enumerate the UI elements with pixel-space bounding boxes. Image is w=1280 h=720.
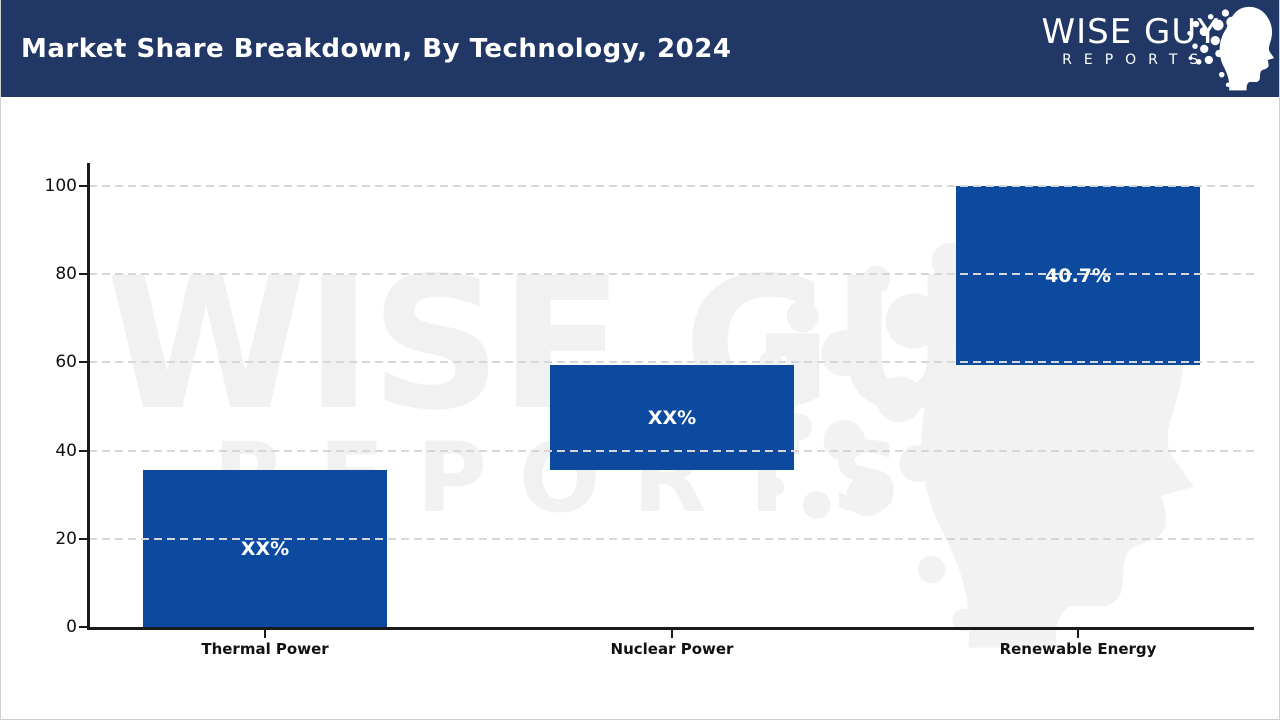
dotted-head-icon: [1187, 6, 1275, 91]
header-bar: Market Share Breakdown, By Technology, 2…: [1, 0, 1279, 97]
y-tick-label: 100: [44, 176, 77, 196]
page-title: Market Share Breakdown, By Technology, 2…: [21, 33, 732, 64]
x-axis-spine: [87, 627, 1254, 630]
brand-logo-subname: REPORTS: [1062, 52, 1211, 69]
y-tick-mark: [79, 361, 88, 364]
y-tick-label: 0: [66, 617, 77, 637]
y-tick-mark: [79, 185, 88, 187]
category-label-thermal-power: Thermal Power: [201, 640, 329, 658]
y-tick-label: 60: [55, 352, 77, 373]
category-label-nuclear-power: Nuclear Power: [610, 640, 734, 658]
x-tick-mark: [1077, 630, 1079, 638]
gridline: [89, 361, 1254, 364]
gridline: [89, 273, 1254, 276]
y-tick-label: 20: [55, 528, 77, 549]
y-tick-mark: [79, 626, 88, 628]
y-tick-mark: [79, 449, 88, 452]
bar-value-label: 40.7%: [1045, 264, 1111, 287]
bar-nuclear-power: [550, 365, 794, 471]
bar-value-label: XX%: [647, 406, 697, 429]
bar-thermal-power: [143, 470, 387, 627]
bar-value-label: XX%: [240, 537, 290, 560]
gridline: [89, 537, 1254, 540]
gridline: [89, 185, 1254, 187]
bar-renewable-energy: [956, 186, 1200, 366]
y-tick-mark: [79, 537, 88, 540]
brand-logo-head: [1184, 5, 1276, 91]
y-tick-mark: [79, 273, 88, 276]
x-tick-mark: [264, 630, 266, 638]
y-tick-label: 80: [55, 264, 77, 285]
gridline: [89, 449, 1254, 452]
y-axis-spine: [87, 163, 90, 630]
category-label-renewable-energy: Renewable Energy: [999, 640, 1157, 658]
x-tick-mark: [671, 630, 673, 638]
y-tick-label: 40: [55, 440, 77, 461]
